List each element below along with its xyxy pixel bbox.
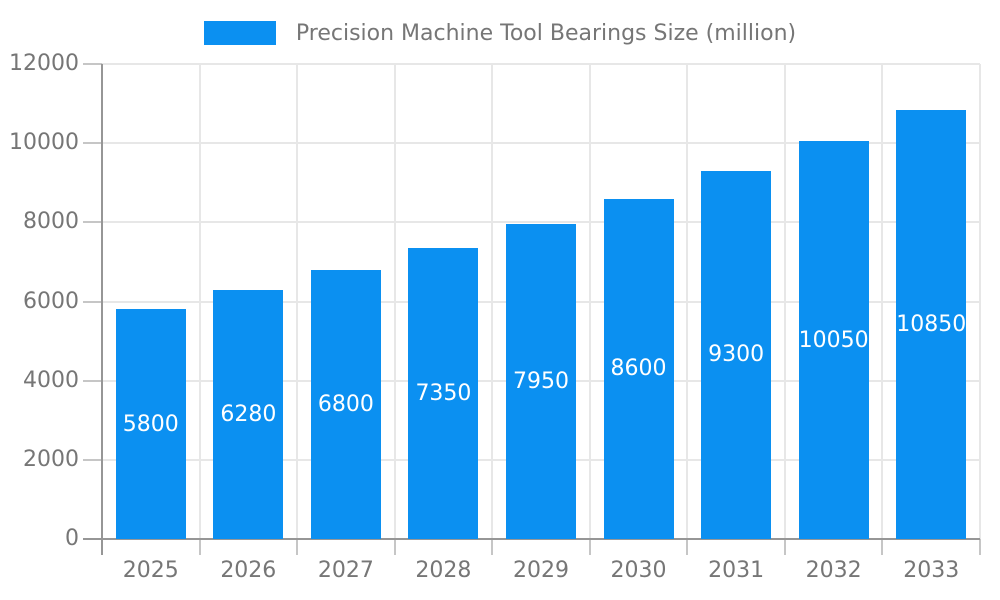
y-tick-label: 12000 bbox=[9, 51, 79, 76]
x-tick-label: 2028 bbox=[415, 558, 472, 583]
x-tick bbox=[491, 539, 494, 555]
y-tick-label: 0 bbox=[65, 526, 79, 551]
bar-value-label: 9300 bbox=[708, 342, 765, 368]
y-tick bbox=[83, 458, 102, 461]
bar-value-label: 5800 bbox=[122, 411, 179, 437]
bar[interactable]: 9300 bbox=[701, 170, 772, 539]
y-tick bbox=[83, 300, 102, 303]
x-gridline bbox=[491, 64, 494, 539]
x-gridline bbox=[979, 64, 981, 539]
y-tick bbox=[83, 142, 102, 145]
x-tick bbox=[393, 539, 396, 555]
bar[interactable]: 7350 bbox=[408, 248, 479, 539]
x-gridline bbox=[686, 64, 689, 539]
x-tick bbox=[686, 539, 689, 555]
x-tick-label: 2032 bbox=[805, 558, 862, 583]
x-tick-label: 2029 bbox=[512, 558, 569, 583]
y-gridline bbox=[102, 221, 980, 224]
x-tick-label: 2026 bbox=[220, 558, 277, 583]
y-tick bbox=[83, 379, 102, 382]
x-gridline bbox=[393, 64, 396, 539]
legend-label: Precision Machine Tool Bearings Size (mi… bbox=[295, 20, 797, 46]
bar[interactable]: 7950 bbox=[506, 224, 576, 539]
y-tick-label: 6000 bbox=[23, 288, 79, 314]
x-tick-label: 2033 bbox=[903, 558, 960, 583]
x-gridline bbox=[198, 64, 201, 539]
bar[interactable]: 8600 bbox=[603, 198, 674, 539]
y-tick-label: 2000 bbox=[23, 446, 79, 472]
bar-value-label: 6800 bbox=[317, 391, 374, 417]
x-tick bbox=[296, 539, 299, 555]
x-tick-label: 2031 bbox=[708, 558, 765, 583]
y-tick-label: 10000 bbox=[9, 130, 79, 156]
legend-swatch bbox=[203, 21, 276, 45]
bar[interactable]: 10850 bbox=[896, 109, 967, 539]
bar[interactable]: 6800 bbox=[310, 269, 381, 539]
bar-value-label: 8600 bbox=[610, 356, 667, 382]
y-tick-label: 8000 bbox=[23, 209, 79, 235]
bar-value-label: 7950 bbox=[513, 369, 569, 395]
bar-value-label: 7350 bbox=[415, 381, 472, 407]
bar[interactable]: 5800 bbox=[115, 309, 186, 539]
x-gridline bbox=[296, 64, 299, 539]
legend[interactable]: Precision Machine Tool Bearings Size (mi… bbox=[0, 17, 1000, 49]
bar[interactable]: 10050 bbox=[798, 141, 869, 539]
x-tick bbox=[881, 539, 884, 555]
x-tick bbox=[588, 539, 591, 555]
x-tick bbox=[979, 539, 981, 555]
y-axis-line bbox=[101, 64, 103, 555]
bar-value-label: 10850 bbox=[896, 311, 967, 337]
y-tick bbox=[83, 221, 102, 224]
y-gridline bbox=[102, 63, 980, 65]
x-axis-line bbox=[83, 538, 980, 540]
x-gridline bbox=[881, 64, 884, 539]
x-tick-label: 2025 bbox=[122, 558, 179, 583]
bar[interactable]: 6280 bbox=[213, 290, 284, 539]
bar-value-label: 10050 bbox=[798, 327, 869, 353]
x-gridline bbox=[588, 64, 591, 539]
y-gridline bbox=[102, 142, 980, 145]
x-tick bbox=[783, 539, 786, 555]
y-tick-label: 4000 bbox=[23, 367, 79, 393]
x-tick-label: 2027 bbox=[317, 558, 374, 583]
x-gridline bbox=[783, 64, 786, 539]
y-tick bbox=[83, 63, 102, 65]
x-tick-label: 2030 bbox=[610, 558, 667, 583]
bar-value-label: 6280 bbox=[220, 402, 277, 428]
x-tick bbox=[198, 539, 201, 555]
